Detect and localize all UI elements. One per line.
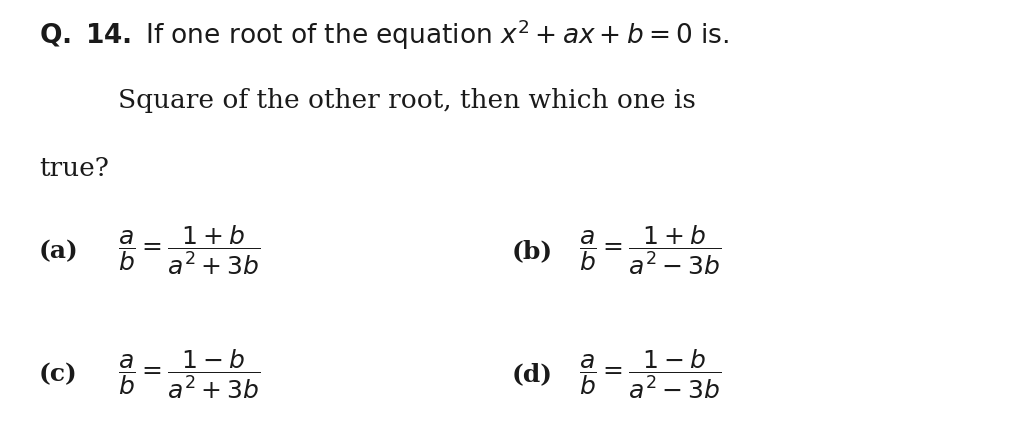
Text: (d): (d) bbox=[512, 362, 553, 386]
Text: (c): (c) bbox=[39, 362, 78, 386]
Text: true?: true? bbox=[39, 156, 109, 181]
Text: $\dfrac{a}{b} = \dfrac{1+b}{a^2-3b}$: $\dfrac{a}{b} = \dfrac{1+b}{a^2-3b}$ bbox=[579, 224, 721, 277]
Text: $\dfrac{a}{b} = \dfrac{1-b}{a^2-3b}$: $\dfrac{a}{b} = \dfrac{1-b}{a^2-3b}$ bbox=[579, 348, 721, 400]
Text: $\bf{Q.\ 14.}$ If one root of the equation $x^2 + ax + b = 0$ is.: $\bf{Q.\ 14.}$ If one root of the equati… bbox=[39, 18, 729, 52]
Text: $\dfrac{a}{b} = \dfrac{1-b}{a^2+3b}$: $\dfrac{a}{b} = \dfrac{1-b}{a^2+3b}$ bbox=[118, 348, 260, 400]
Text: (a): (a) bbox=[39, 239, 79, 263]
Text: (b): (b) bbox=[512, 239, 553, 263]
Text: $\dfrac{a}{b} = \dfrac{1+b}{a^2+3b}$: $\dfrac{a}{b} = \dfrac{1+b}{a^2+3b}$ bbox=[118, 224, 260, 277]
Text: Square of the other root, then which one is: Square of the other root, then which one… bbox=[118, 88, 695, 113]
